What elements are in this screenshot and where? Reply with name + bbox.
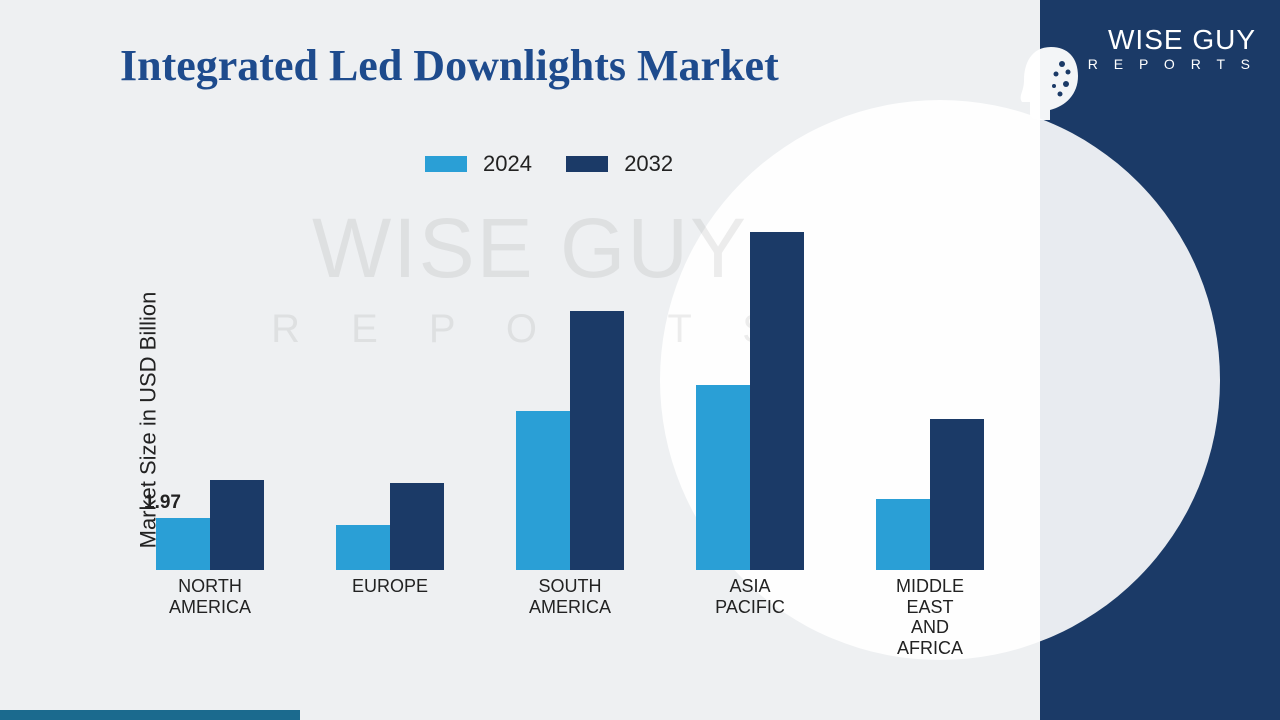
chart-title: Integrated Led Downlights Market [120,40,779,91]
bar-value-label: 1.97 [144,492,181,514]
brand-name-line2: R E P O R T S [1088,56,1256,72]
category-label: MIDDLE EAST AND AFRICA [840,576,1020,659]
bar-pair [300,200,480,570]
plot-region: 1.97NORTH AMERICAEUROPESOUTH AMERICAASIA… [120,200,1020,570]
legend-swatch-2032 [566,156,608,172]
bar-series-2032 [390,483,444,570]
bar-pair [120,200,300,570]
category-label: NORTH AMERICA [120,576,300,617]
bar-group: SOUTH AMERICA [480,200,660,570]
brand-name-line1: WISE GUY [1088,24,1256,56]
bar-group: 1.97NORTH AMERICA [120,200,300,570]
category-label: SOUTH AMERICA [480,576,660,617]
bar-series-2032 [750,232,804,570]
chart-area: Market Size in USD Billion 2024 2032 1.9… [30,150,1040,690]
bar-series-2024 [336,525,390,570]
bar-series-2024 [876,499,930,570]
footer-accent-bar [0,710,300,720]
bar-series-2024 [696,385,750,570]
bar-group: ASIA PACIFIC [660,200,840,570]
bar-pair [840,200,1020,570]
brand-head-icon [1016,42,1086,122]
legend-swatch-2024 [425,156,467,172]
legend-label-2032: 2032 [624,151,673,176]
bar-series-2024 [156,518,210,570]
category-label: EUROPE [300,576,480,597]
bar-series-2032 [570,311,624,570]
legend-label-2024: 2024 [483,151,532,176]
brand-logo: WISE GUY R E P O R T S [1088,24,1256,72]
bar-pair [660,200,840,570]
bar-series-2032 [930,419,984,570]
bar-group: MIDDLE EAST AND AFRICA [840,200,1020,570]
bar-pair [480,200,660,570]
category-label: ASIA PACIFIC [660,576,840,617]
legend: 2024 2032 [30,150,1040,177]
bar-series-2032 [210,480,264,570]
bar-group: EUROPE [300,200,480,570]
bar-series-2024 [516,411,570,570]
